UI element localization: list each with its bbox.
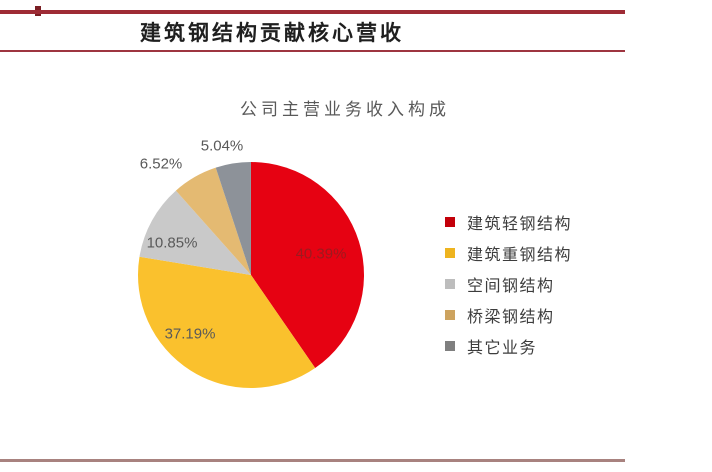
- pie-label-桥梁钢结构: 6.52%: [139, 155, 183, 173]
- header-top-rule: [0, 10, 625, 14]
- pie-label-建筑重钢结构: 37.19%: [164, 325, 216, 343]
- pie-slice-桥梁钢结构: [175, 167, 251, 275]
- legend-swatch-icon: [445, 216, 455, 227]
- legend-swatch-icon: [445, 247, 455, 258]
- legend-label: 建筑轻钢结构: [467, 215, 573, 233]
- pie-label-建筑轻钢结构: 40.39%: [295, 245, 347, 263]
- pie-slice-其它业务: [215, 162, 251, 275]
- pie-slice-建筑轻钢结构: [251, 162, 365, 369]
- pie-label-其它业务: 5.04%: [200, 137, 244, 155]
- legend-item-建筑重钢结构: 建筑重钢结构: [445, 237, 572, 268]
- legend-label: 建筑重钢结构: [467, 246, 573, 264]
- legend-swatch-icon: [445, 309, 455, 320]
- legend-label: 其它业务: [467, 339, 538, 357]
- legend-item-建筑轻钢结构: 建筑轻钢结构: [445, 206, 572, 237]
- legend-label: 桥梁钢结构: [467, 308, 555, 326]
- legend-swatch-icon: [445, 340, 455, 351]
- legend-item-其它业务: 其它业务: [445, 330, 537, 361]
- header-underline-rule: [0, 50, 625, 52]
- legend-item-桥梁钢结构: 桥梁钢结构: [445, 299, 555, 330]
- legend-swatch-icon: [445, 278, 455, 289]
- legend-label: 空间钢结构: [467, 277, 555, 295]
- footer-rule: [0, 459, 625, 462]
- chart-title: 公司主营业务收入构成: [240, 100, 450, 119]
- pie-slice-空间钢结构: [139, 190, 251, 275]
- legend-item-空间钢结构: 空间钢结构: [445, 268, 555, 299]
- report-section-title: 建筑钢结构贡献核心营收: [140, 20, 404, 45]
- pie-label-空间钢结构: 10.85%: [146, 234, 198, 252]
- pie-slice-建筑重钢结构: [137, 256, 316, 389]
